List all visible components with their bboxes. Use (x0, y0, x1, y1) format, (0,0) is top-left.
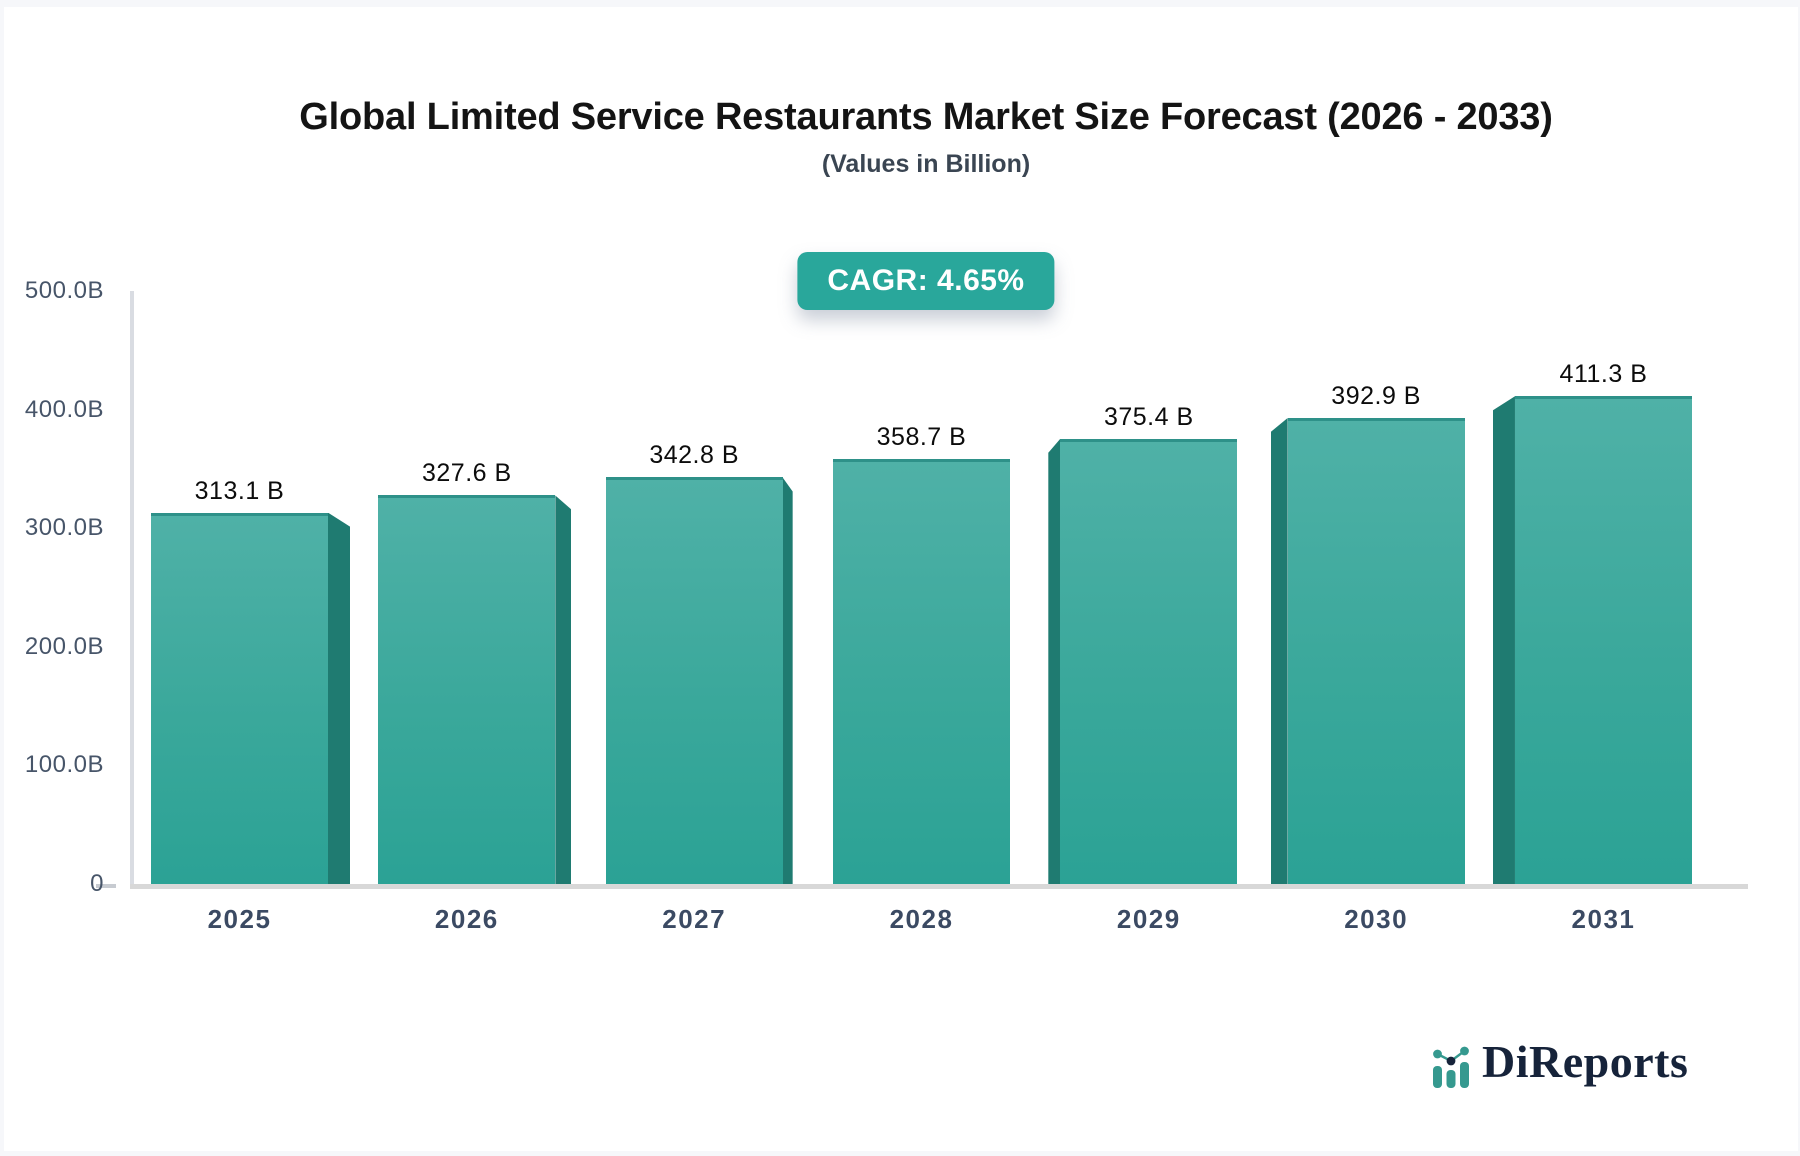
bar-2031 (1492, 396, 1692, 884)
cagr-badge-label: CAGR: 4.65% (827, 264, 1025, 297)
bar-value-label: 342.8 B (649, 441, 739, 470)
x-axis-label-2027: 2027 (662, 904, 727, 934)
bar-value-label: 313.1 B (194, 476, 285, 505)
bar-face (605, 477, 783, 884)
card-border-bottom (0, 1151, 1800, 1156)
x-axis-label-2029: 2029 (1116, 904, 1181, 934)
bar-value-label: 411.3 B (1559, 360, 1648, 389)
bar-3d-side (1048, 438, 1061, 884)
y-axis-tick-label: 400.0B (24, 395, 104, 423)
bar-2026 (378, 495, 572, 884)
x-axis-label-2026: 2026 (434, 904, 499, 934)
y-axis-tick-label: 0 (90, 870, 104, 897)
y-axis-tick-label: 300.0B (24, 514, 104, 542)
card-border-left (0, 0, 4, 1156)
bar-2025 (151, 512, 350, 884)
bar-face (1060, 438, 1238, 884)
bar-face (832, 458, 1010, 884)
bar-face (1514, 396, 1692, 884)
chart-subtitle: (Values in Billion) (821, 150, 1031, 178)
cagr-badge: CAGR: 4.65% (797, 252, 1055, 310)
bar-chart-logo-icon (1433, 1046, 1469, 1088)
y-axis-tick-label: 100.0B (24, 751, 104, 779)
bar-face (151, 512, 328, 884)
bar-value-label: 358.7 B (876, 422, 967, 451)
x-axis-label-2030: 2030 (1344, 904, 1409, 934)
x-axis-line (130, 884, 1748, 889)
bar-face (378, 495, 556, 884)
bar-value-label: 327.6 B (421, 459, 512, 488)
bar-3d-side (555, 495, 572, 884)
x-axis-label-2028: 2028 (889, 904, 954, 934)
bar-3d-side (1270, 418, 1288, 884)
bar-2029 (1048, 438, 1238, 884)
chart-title: Global Limited Service Restaurants Marke… (299, 96, 1553, 138)
y-axis-tick-label: 500.0B (24, 277, 104, 304)
bar-2027 (605, 477, 793, 884)
card-border-top (0, 0, 1800, 7)
bar-3d-side (328, 512, 350, 884)
bar-value-label: 392.9 B (1331, 382, 1421, 411)
zero-tick-mark (96, 884, 116, 888)
direports-logo: DiReports (1430, 1038, 1688, 1090)
bar-value-label: 375.4 B (1103, 402, 1194, 431)
bar-2030 (1270, 418, 1465, 884)
y-axis-line (130, 291, 134, 884)
x-axis-label-2025: 2025 (207, 904, 272, 934)
bar-3d-side (1492, 396, 1515, 884)
x-axis-label-2031: 2031 (1571, 904, 1636, 934)
y-axis-tick-label: 200.0B (24, 632, 104, 660)
bar-3d-side (782, 477, 793, 884)
card-border-right (1798, 0, 1800, 1156)
bar-2028 (832, 458, 1010, 884)
bar-face (1287, 418, 1465, 884)
direports-logo-text: DiReports (1482, 1036, 1689, 1087)
